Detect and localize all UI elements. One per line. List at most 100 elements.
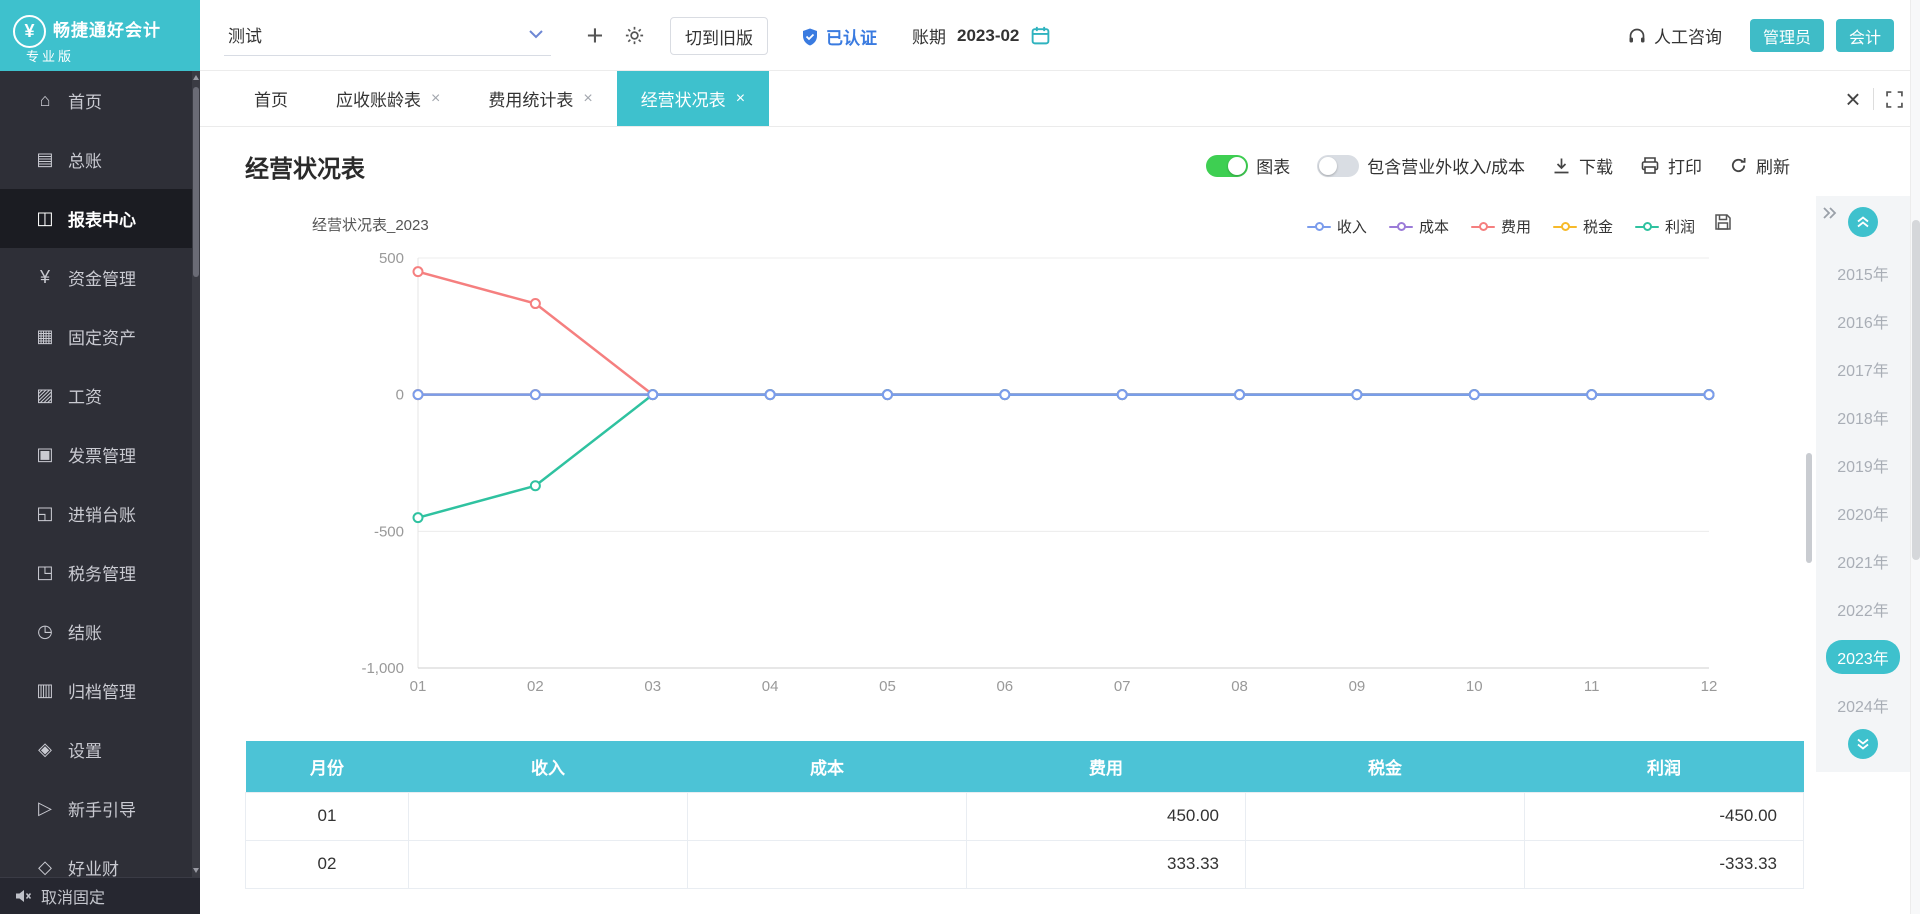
double-chevron-up-icon [1857,216,1869,228]
logo-title: 畅捷通好会计 [53,21,161,40]
legend-item-cost[interactable]: 成本 [1388,216,1449,237]
legend-label: 利润 [1664,219,1695,236]
sidebar-item-closing[interactable]: ◷ 结账 [0,602,200,661]
add-account-button[interactable]: + [586,19,604,52]
year-option-2017[interactable]: 2017年 [1816,345,1910,393]
year-option-2024[interactable]: 2024年 [1816,681,1910,729]
year-option-2015[interactable]: 2015年 [1816,249,1910,297]
unpin-sidebar-button[interactable]: 取消固定 [0,877,200,914]
gear-icon [625,26,644,45]
app-logo: ¥ 畅捷通好会计 专业版 [0,0,200,71]
headset-icon [1629,28,1645,42]
period-value[interactable]: 2023-02 [957,25,1020,45]
chart-toggle-control: 图表 [1206,153,1290,178]
cell-tax [1245,839,1525,889]
legend-marker [1634,221,1659,232]
sidebar-item-tax-management[interactable]: ◳ 税务管理 [0,543,200,602]
sidebar-item-label: 税务管理 [68,565,136,584]
tab-home[interactable]: 首页 [230,71,312,126]
chart-legend: 收入 成本 费用 税金 利润 [1306,216,1695,237]
page-title: 经营状况表 [245,156,365,183]
include-nonoperating-toggle[interactable] [1317,154,1360,177]
admin-button[interactable]: 管理员 [1749,19,1824,52]
col-header-cost: 成本 [687,741,967,792]
year-option-2016[interactable]: 2016年 [1816,297,1910,345]
tab-label: 经营状况表 [640,91,726,110]
sidebar-item-general-ledger[interactable]: ▤ 总账 [0,130,200,189]
scrollbar-up-arrow[interactable] [193,75,199,80]
svg-text:11: 11 [1584,678,1600,695]
tab-close-icon[interactable]: × [431,89,441,107]
legend-item-expense[interactable]: 费用 [1470,216,1531,237]
tab-operating-status[interactable]: 经营状况表 × [616,71,770,126]
refresh-button[interactable]: 刷新 [1729,153,1790,178]
sidebar-item-payroll[interactable]: ▨ 工资 [0,366,200,425]
year-scroll-down-button[interactable] [1848,729,1878,759]
sidebar-scrollbar-thumb[interactable] [193,87,199,277]
tab-close-icon[interactable]: × [583,89,593,107]
svg-text:03: 03 [644,678,661,695]
cell-cost [687,791,967,841]
window-scrollbar[interactable] [1910,0,1920,914]
year-option-2019[interactable]: 2019年 [1816,441,1910,489]
scrollbar-down-arrow[interactable] [193,868,199,873]
sidebar-item-label: 首页 [68,93,102,112]
tab-label: 首页 [254,91,288,110]
sidebar-item-haoyecai[interactable]: ◇ 好业财 [0,838,200,877]
sidebar-item-report-center[interactable]: ◫ 报表中心 [0,189,200,248]
year-label: 2024年 [1837,699,1889,716]
calendar-icon[interactable] [1030,25,1051,46]
close-tabs-button[interactable]: × [1845,83,1861,114]
topbar: 测试 + 切到旧版 已认证 账期 2023-02 人工咨询 管理员 会计 [200,0,1920,71]
sidebar-item-label: 归档管理 [68,683,136,702]
year-option-2020[interactable]: 2020年 [1816,489,1910,537]
sidebar: ¥ 畅捷通好会计 专业版 ⌂ 首页 ▤ 总账 ◫ 报表中心 ¥ 资金管理 ▦ 固定资产 ▨… [0,0,200,914]
logo-glyph: ¥ [24,21,35,41]
archive-icon: ▥ [36,680,54,700]
sidebar-item-settings[interactable]: ◈ 设置 [0,720,200,779]
save-chart-image-button[interactable] [1713,212,1733,232]
sidebar-item-purchase-sales-ledger[interactable]: ◱ 进销台账 [0,484,200,543]
year-option-2022[interactable]: 2022年 [1816,585,1910,633]
sidebar-item-home[interactable]: ⌂ 首页 [0,71,200,130]
download-button[interactable]: 下载 [1552,153,1613,178]
legend-item-tax[interactable]: 税金 [1552,216,1613,237]
svg-text:04: 04 [762,678,779,695]
print-button[interactable]: 打印 [1640,153,1702,178]
year-option-2021[interactable]: 2021年 [1816,537,1910,585]
accountant-button[interactable]: 会计 [1835,19,1894,52]
legend-item-income[interactable]: 收入 [1306,216,1367,237]
cell-profit: -333.33 [1524,839,1804,889]
year-option-2018[interactable]: 2018年 [1816,393,1910,441]
tab-receivable-aging[interactable]: 应收账龄表 × [312,71,464,126]
sidebar-scrollbar[interactable] [192,71,200,877]
fullscreen-button[interactable] [1874,71,1914,127]
legend-item-profit[interactable]: 利润 [1634,216,1695,237]
sidebar-item-fixed-assets[interactable]: ▦ 固定资产 [0,307,200,366]
logo-icon: ¥ [13,15,46,48]
sidebar-item-beginner-guide[interactable]: ▷ 新手引导 [0,779,200,838]
tax-icon: ◳ [36,562,54,582]
certified-badge[interactable]: 已认证 [800,24,877,49]
window-scrollbar-thumb[interactable] [1912,220,1920,560]
year-label: 2021年 [1837,555,1889,572]
include-nonoperating-label: 包含营业外收入/成本 [1367,158,1525,177]
sidebar-item-archive-management[interactable]: ▥ 归档管理 [0,661,200,720]
money-icon: ¥ [39,267,50,287]
year-scroll-up-button[interactable] [1848,207,1878,237]
settings-gear-button[interactable] [624,25,645,46]
account-select[interactable]: 测试 [224,14,551,56]
content-scrollbar-thumb[interactable] [1806,453,1812,563]
tab-expense-statistics[interactable]: 费用统计表 × [464,71,616,126]
chart-toggle-label: 图表 [1256,158,1291,177]
year-option-2023[interactable]: 2023年 [1816,633,1910,681]
manual-consult-button[interactable]: 人工咨询 [1627,23,1722,48]
switch-old-version-button[interactable]: 切到旧版 [670,17,768,55]
tab-close-icon[interactable]: × [735,89,746,107]
year-label: 2019年 [1837,459,1889,476]
collapse-year-panel-button[interactable] [1821,206,1837,220]
sidebar-item-invoice-management[interactable]: ▣ 发票管理 [0,425,200,484]
accounting-period: 账期 2023-02 [912,23,1051,48]
chart-toggle[interactable] [1206,154,1249,177]
sidebar-item-fund-management[interactable]: ¥ 资金管理 [0,248,200,307]
